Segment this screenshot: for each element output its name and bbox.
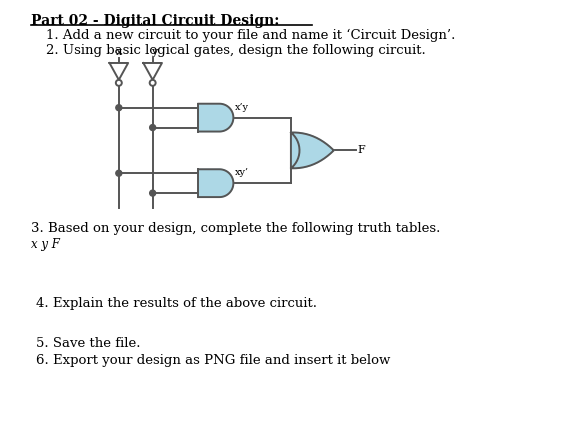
Text: xy’: xy’: [235, 168, 250, 177]
Polygon shape: [291, 133, 333, 168]
Text: F: F: [358, 145, 365, 155]
Text: x: x: [116, 47, 122, 57]
Text: x y F: x y F: [31, 238, 60, 251]
Circle shape: [150, 190, 156, 196]
Polygon shape: [198, 104, 233, 131]
Text: 3. Based on your design, complete the following truth tables.: 3. Based on your design, complete the fo…: [31, 222, 440, 235]
Polygon shape: [198, 169, 233, 197]
Circle shape: [116, 105, 122, 111]
Text: 1. Add a new circuit to your file and name it ‘Circuit Design’.: 1. Add a new circuit to your file and na…: [46, 29, 455, 43]
Polygon shape: [109, 63, 128, 80]
Text: 6. Export your design as PNG file and insert it below: 6. Export your design as PNG file and in…: [36, 354, 390, 367]
Text: 4. Explain the results of the above circuit.: 4. Explain the results of the above circ…: [36, 297, 317, 310]
Circle shape: [116, 170, 122, 176]
Text: x’y: x’y: [235, 103, 250, 112]
Text: 5. Save the file.: 5. Save the file.: [36, 337, 141, 350]
Circle shape: [150, 80, 156, 86]
Text: 2. Using basic logical gates, design the following circuit.: 2. Using basic logical gates, design the…: [46, 44, 426, 57]
Text: y: y: [151, 47, 157, 57]
Circle shape: [150, 125, 156, 131]
Text: Part 02 - Digital Circuit Design:: Part 02 - Digital Circuit Design:: [31, 14, 279, 28]
Circle shape: [116, 80, 122, 86]
Polygon shape: [143, 63, 162, 80]
